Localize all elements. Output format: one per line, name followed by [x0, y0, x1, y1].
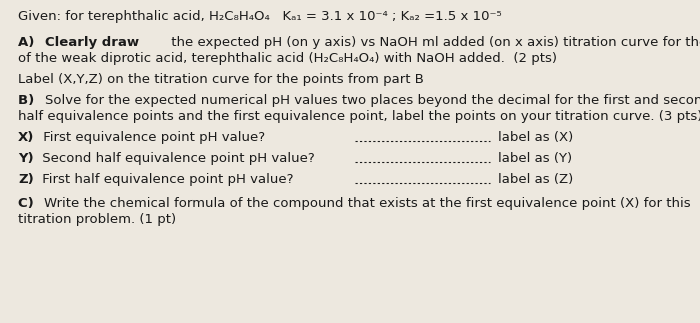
Text: label as (Z): label as (Z): [498, 173, 573, 186]
Text: half equivalence points and the first equivalence point, label the points on you: half equivalence points and the first eq…: [18, 110, 700, 123]
Text: of the weak diprotic acid, terephthalic acid (H₂C₈H₄O₄) with NaOH added.  (2 pts: of the weak diprotic acid, terephthalic …: [18, 52, 557, 65]
Text: A): A): [18, 36, 39, 49]
Text: Solve for the expected numerical pH values two places beyond the decimal for the: Solve for the expected numerical pH valu…: [45, 94, 700, 107]
Text: Z): Z): [18, 173, 34, 186]
Text: Given: for terephthalic acid, H₂C₈H₄O₄   Kₐ₁ = 3.1 x 10⁻⁴ ; Kₐ₂ =1.5 x 10⁻⁵: Given: for terephthalic acid, H₂C₈H₄O₄ K…: [18, 10, 502, 23]
Text: Write the chemical formula of the compound that exists at the first equivalence : Write the chemical formula of the compou…: [44, 197, 691, 210]
Text: label as (X): label as (X): [498, 131, 573, 144]
Text: First half equivalence point pH value?: First half equivalence point pH value?: [38, 173, 294, 186]
Text: X): X): [18, 131, 34, 144]
Text: Label (X,Y,Z) on the titration curve for the points from part B: Label (X,Y,Z) on the titration curve for…: [18, 73, 424, 86]
Text: the expected pH (on y axis) vs NaOH ml added (on x axis) titration curve for the: the expected pH (on y axis) vs NaOH ml a…: [167, 36, 700, 49]
Text: Clearly draw: Clearly draw: [45, 36, 139, 49]
Text: label as (Y): label as (Y): [498, 152, 572, 165]
Text: First equivalence point pH value?: First equivalence point pH value?: [39, 131, 265, 144]
Text: Second half equivalence point pH value?: Second half equivalence point pH value?: [38, 152, 315, 165]
Text: titration problem. (1 pt): titration problem. (1 pt): [18, 213, 176, 226]
Text: C): C): [18, 197, 38, 210]
Text: Y): Y): [18, 152, 34, 165]
Text: B): B): [18, 94, 39, 107]
